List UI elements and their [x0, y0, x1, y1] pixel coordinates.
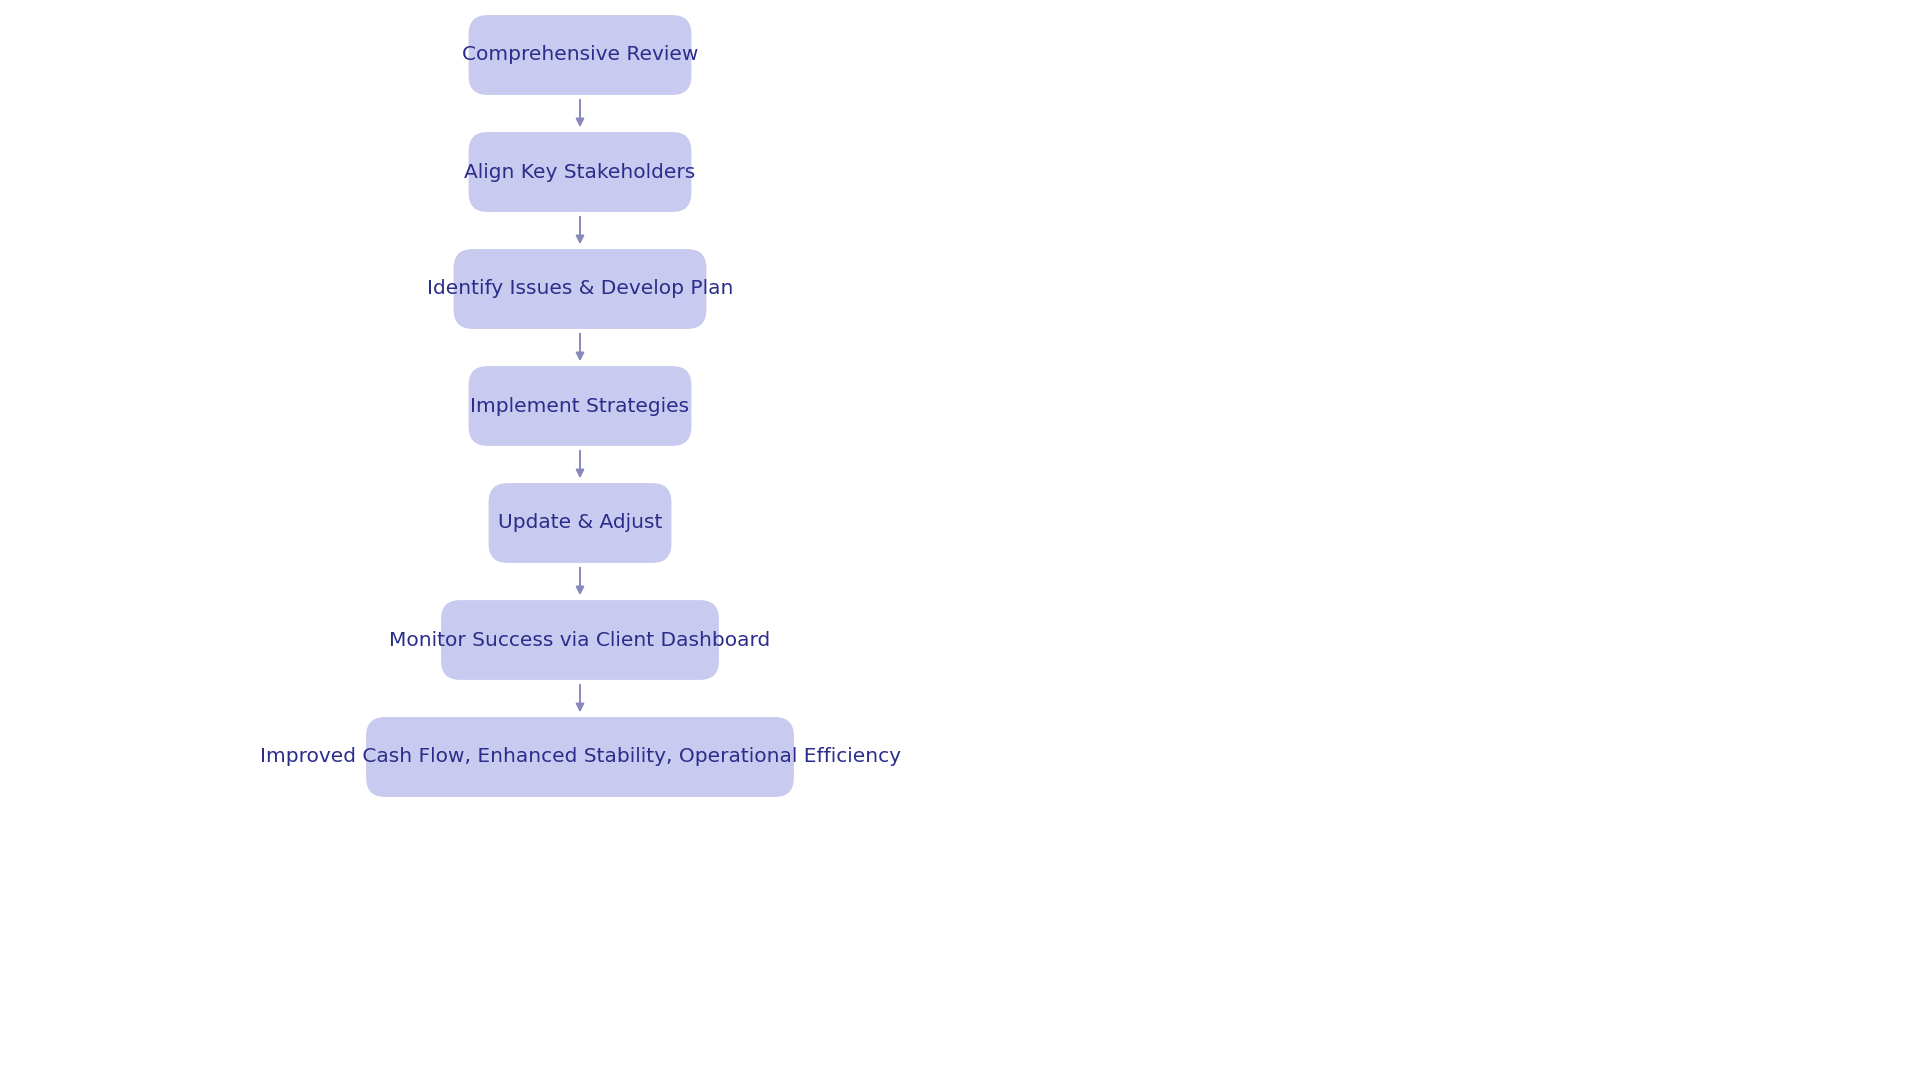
Text: Identify Issues & Develop Plan: Identify Issues & Develop Plan: [426, 279, 733, 299]
FancyBboxPatch shape: [468, 15, 691, 95]
FancyBboxPatch shape: [453, 249, 707, 329]
FancyBboxPatch shape: [468, 366, 691, 446]
Text: Align Key Stakeholders: Align Key Stakeholders: [465, 162, 695, 182]
FancyBboxPatch shape: [488, 483, 672, 563]
Text: Improved Cash Flow, Enhanced Stability, Operational Efficiency: Improved Cash Flow, Enhanced Stability, …: [259, 747, 900, 767]
Text: Update & Adjust: Update & Adjust: [497, 513, 662, 533]
Text: Monitor Success via Client Dashboard: Monitor Success via Client Dashboard: [390, 630, 770, 650]
FancyBboxPatch shape: [442, 600, 718, 680]
FancyBboxPatch shape: [468, 132, 691, 212]
Text: Implement Strategies: Implement Strategies: [470, 396, 689, 416]
FancyBboxPatch shape: [367, 717, 793, 797]
Text: Comprehensive Review: Comprehensive Review: [463, 45, 699, 65]
